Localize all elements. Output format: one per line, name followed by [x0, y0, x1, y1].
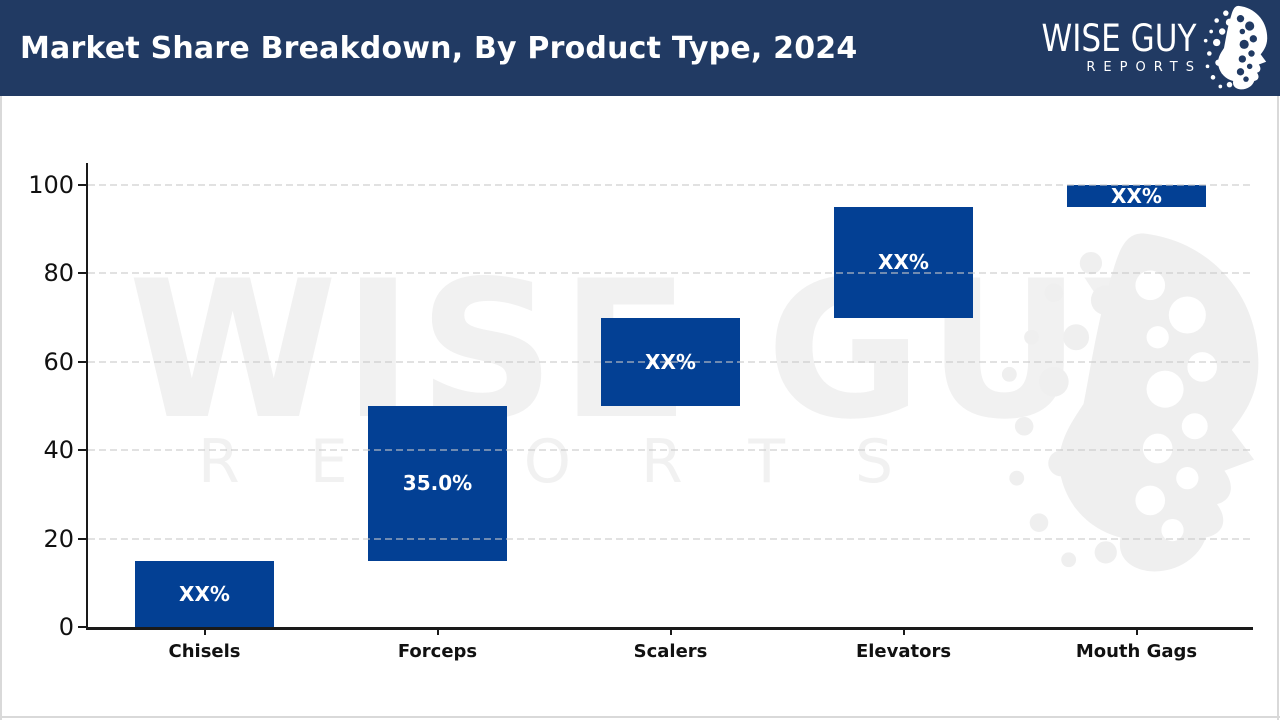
y-tick-mark [78, 449, 87, 452]
x-category-label: Elevators [855, 641, 952, 662]
x-tick-mark [436, 627, 439, 635]
logo-wordmark: WISE GUY [1041, 17, 1196, 60]
bar-value-label: 35.0% [402, 471, 473, 496]
y-tick-mark [78, 184, 87, 187]
bar-value-label: XX% [179, 581, 230, 606]
y-tick-label: 60 [43, 347, 74, 376]
y-tick-mark [78, 272, 87, 275]
x-category-label: Forceps [397, 641, 478, 662]
y-tick-mark [78, 537, 87, 540]
bar-chisels [135, 560, 274, 627]
x-tick-mark [1135, 627, 1138, 635]
gridline-20 [88, 537, 1253, 540]
y-axis-spine [86, 163, 88, 629]
gridline-100 [88, 184, 1253, 187]
page-border-left [0, 96, 2, 720]
bar-value-label: XX% [878, 250, 929, 275]
gridline-80 [88, 272, 1253, 275]
x-tick-mark [669, 627, 672, 635]
y-tick-label: 40 [43, 436, 74, 465]
x-tick-mark [902, 627, 905, 635]
gridline-40 [88, 449, 1253, 452]
logo-subtitle: REPORTS [1086, 60, 1202, 75]
x-axis-spine [86, 627, 1253, 630]
watermark-head-icon [1001, 233, 1259, 572]
page-title: Market Share Breakdown, By Product Type,… [20, 30, 858, 66]
x-tick-mark [203, 627, 206, 635]
header-bar: Market Share Breakdown, By Product Type,… [0, 0, 1280, 96]
y-tick-mark [78, 626, 87, 628]
bar-mouth-gags [1067, 185, 1206, 208]
y-tick-label: 20 [43, 524, 74, 553]
x-category-label: Mouth Gags [1075, 641, 1198, 662]
y-tick-label: 0 [58, 613, 74, 641]
gridline-60 [88, 360, 1253, 363]
page-border-right [1277, 96, 1279, 720]
bar-elevators [834, 207, 973, 318]
watermark-subtitle: REPORTS [198, 427, 964, 497]
x-category-label: Chisels [168, 641, 241, 662]
wiseguy-logo: WISE GUY REPORTS [1012, 4, 1272, 92]
x-category-label: Scalers [633, 641, 708, 662]
y-tick-label: 80 [43, 259, 74, 288]
bar-forceps [368, 406, 507, 561]
chart-area: WISE GUY REPORTS XX% 35.0% XX% XX% XX% 0 20 40 6… [0, 96, 1280, 720]
bar-value-label: XX% [1111, 184, 1162, 209]
y-tick-label: 100 [28, 171, 74, 200]
y-tick-mark [78, 360, 87, 363]
wiseguy-head-icon [1203, 5, 1268, 90]
page-border-bottom [0, 716, 1280, 718]
wiseguy-logo-text: WISE GUY REPORTS [1012, 20, 1196, 75]
bar-value-label: XX% [645, 349, 696, 374]
